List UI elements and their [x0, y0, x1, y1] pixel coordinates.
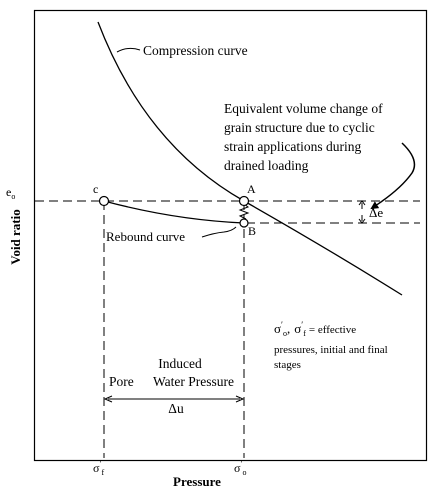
- annotation-line-4: drained loading: [224, 158, 309, 173]
- rebound-label-leader: [201, 226, 237, 238]
- delta-e-label: Δe: [369, 205, 383, 220]
- induced-label: Induced: [158, 356, 202, 371]
- annotation-line-2: grain structure due to cyclic: [224, 120, 375, 135]
- rebound-curve-label: Rebound curve: [106, 229, 185, 244]
- compression-label-leader: [116, 47, 141, 53]
- volume-change-annotation: Equivalent volume change of grain struct…: [224, 101, 383, 173]
- plot-frame: [33, 9, 428, 462]
- annotation-arrow: [370, 142, 416, 210]
- delta-u-label: Δu: [168, 401, 184, 416]
- y-axis-label: Void ratio: [8, 209, 23, 265]
- cyclic-strain-zigzag: [238, 203, 250, 220]
- pore-pressure-annotation: Induced Pore Water Pressure Δu: [103, 356, 245, 416]
- point-b-label: B: [248, 224, 256, 238]
- delta-e-top-arrow: [358, 200, 366, 206]
- compression-curve-label: Compression curve: [143, 43, 248, 58]
- sigma-f-tick-label: σ′f: [93, 459, 104, 477]
- x-axis-label: Pressure: [173, 474, 221, 489]
- point-c-label: c: [93, 182, 98, 196]
- e0-tick-label: eo: [6, 185, 15, 201]
- pore-label: Pore: [109, 374, 134, 389]
- legend-line-2: pressures, initial and final: [274, 344, 388, 356]
- annotation-line-1: Equivalent volume change of: [224, 101, 383, 116]
- point-a-label: A: [247, 182, 256, 196]
- symbol-legend: σ′o, σ′f = effective pressures, initial an…: [274, 320, 388, 371]
- delta-u-arrow-left-head: [103, 395, 113, 403]
- water-pressure-label: Water Pressure: [153, 374, 234, 389]
- delta-e-bottom-arrow: [358, 218, 366, 224]
- legend-line-1: σ′o, σ′f = effective: [274, 320, 356, 338]
- rebound-curve: [103, 200, 245, 224]
- legend-line-3: stages: [274, 359, 301, 371]
- sigma-o-tick-label: σ′o: [234, 459, 246, 477]
- point-b-marker: [239, 218, 249, 228]
- annotation-line-3: strain applications during: [224, 139, 361, 154]
- point-a-marker: [238, 195, 250, 207]
- delta-u-arrow-right-head: [235, 395, 245, 403]
- point-c-marker: [98, 195, 110, 207]
